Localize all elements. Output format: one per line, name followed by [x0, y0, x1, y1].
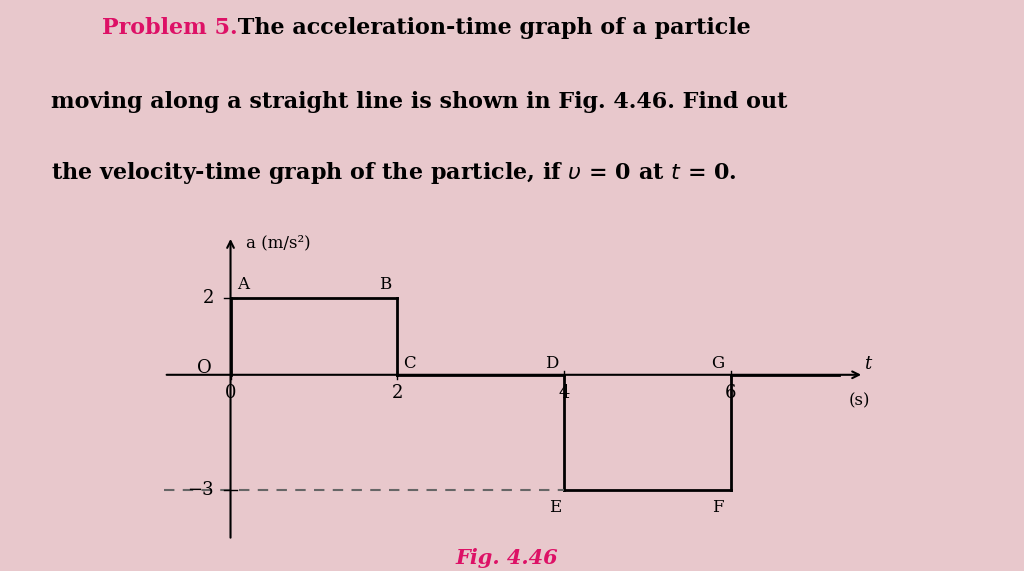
Text: moving along a straight line is shown in Fig. 4.46. Find out: moving along a straight line is shown in…	[51, 91, 787, 114]
Text: C: C	[403, 355, 416, 372]
Text: 2: 2	[391, 384, 402, 403]
Text: The acceleration-time graph of a particle: The acceleration-time graph of a particl…	[230, 17, 752, 39]
Text: t: t	[864, 355, 871, 373]
Text: 4: 4	[558, 384, 569, 403]
Text: 2: 2	[203, 289, 214, 307]
Text: −3: −3	[187, 481, 214, 500]
Text: E: E	[550, 499, 562, 516]
Text: B: B	[379, 276, 391, 293]
Text: the velocity-time graph of the particle, if $\upsilon$ = 0 at $t$ = 0.: the velocity-time graph of the particle,…	[51, 160, 737, 186]
Text: a (m/s²): a (m/s²)	[246, 234, 310, 251]
Text: F: F	[713, 499, 724, 516]
Text: D: D	[545, 355, 558, 372]
Text: (s): (s)	[849, 392, 870, 409]
Text: 6: 6	[725, 384, 736, 403]
Text: A: A	[237, 276, 249, 293]
Text: Fig. 4.46: Fig. 4.46	[456, 548, 558, 568]
Text: 0: 0	[225, 384, 237, 403]
Text: G: G	[712, 355, 725, 372]
Text: O: O	[198, 359, 212, 377]
Text: Problem 5.: Problem 5.	[102, 17, 238, 39]
